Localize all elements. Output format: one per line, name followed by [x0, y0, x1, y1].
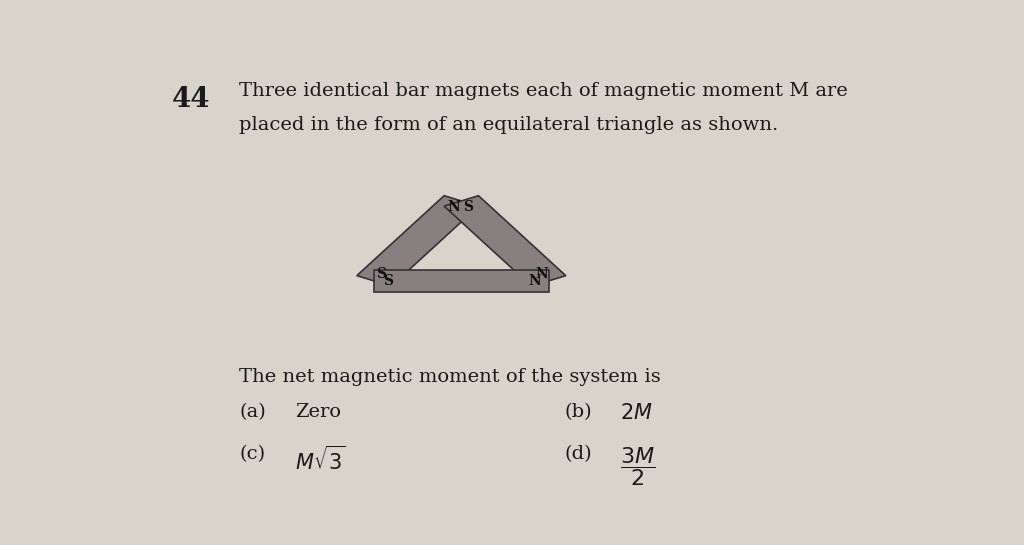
- Polygon shape: [356, 196, 478, 286]
- Text: $M\sqrt{3}$: $M\sqrt{3}$: [295, 445, 345, 474]
- Text: S: S: [464, 201, 473, 215]
- Text: N: N: [447, 201, 461, 215]
- Text: (c): (c): [240, 445, 265, 463]
- Text: $\mathit{2M}$: $\mathit{2M}$: [620, 403, 652, 423]
- Polygon shape: [374, 270, 549, 292]
- Text: Zero: Zero: [295, 403, 341, 421]
- Text: N: N: [528, 274, 541, 288]
- Text: (b): (b): [564, 403, 592, 421]
- Text: S: S: [376, 268, 386, 281]
- Text: 44: 44: [172, 86, 210, 113]
- Text: Three identical bar magnets each of magnetic moment M are: Three identical bar magnets each of magn…: [240, 82, 848, 100]
- Text: The net magnetic moment of the system is: The net magnetic moment of the system is: [240, 367, 660, 385]
- Polygon shape: [444, 196, 566, 286]
- Text: (a): (a): [240, 403, 266, 421]
- Text: placed in the form of an equilateral triangle as shown.: placed in the form of an equilateral tri…: [240, 116, 778, 134]
- Text: N: N: [536, 268, 548, 281]
- Text: S: S: [383, 274, 393, 288]
- Text: $\dfrac{3M}{2}$: $\dfrac{3M}{2}$: [620, 445, 655, 488]
- Text: (d): (d): [564, 445, 592, 463]
